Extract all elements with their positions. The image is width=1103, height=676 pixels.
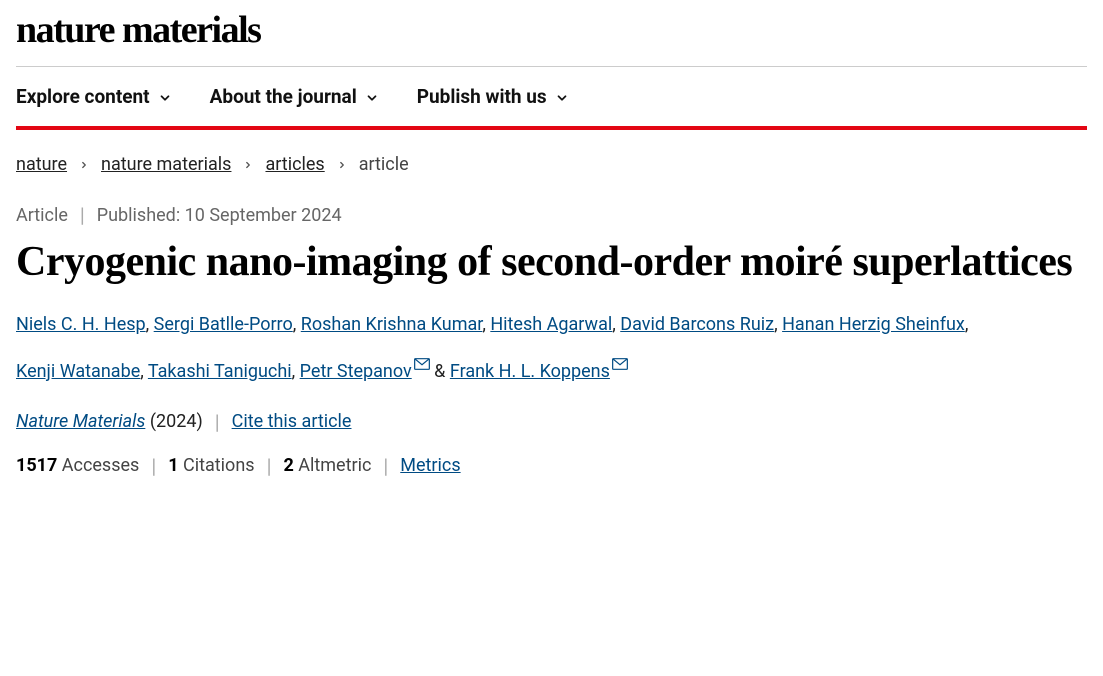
mail-icon[interactable]: [414, 345, 430, 385]
author-link[interactable]: Hitesh Agarwal: [490, 314, 612, 335]
article-meta: Article | Published: 10 September 2024: [16, 203, 1087, 233]
breadcrumb-link[interactable]: nature materials: [101, 154, 231, 175]
nav-item[interactable]: About the journal: [210, 85, 377, 108]
author-link[interactable]: Kenji Watanabe: [16, 361, 140, 382]
author-link[interactable]: Frank H. L. Koppens: [450, 361, 610, 382]
breadcrumb-current: article: [359, 154, 409, 175]
chevron-right-icon: [79, 158, 89, 172]
breadcrumb: nature nature materials articles article: [16, 130, 1087, 203]
altmetric-count: 2: [283, 455, 293, 476]
author-link[interactable]: David Barcons Ruiz: [620, 314, 774, 335]
separator: |: [215, 410, 220, 434]
chevron-right-icon: [243, 158, 253, 172]
citations-label: Citations: [183, 455, 255, 476]
cite-article-link[interactable]: Cite this article: [232, 411, 352, 432]
separator: ,: [140, 361, 148, 382]
publication-year: (2024): [150, 411, 203, 432]
separator: |: [80, 203, 85, 227]
nav-bar: Explore content About the journal Publish …: [16, 66, 1087, 130]
author-link[interactable]: Sergi Batlle-Porro: [154, 314, 293, 335]
article-type-label: Article: [16, 205, 68, 226]
citations-count: 1: [168, 455, 178, 476]
nav-item[interactable]: Publish with us: [417, 85, 567, 108]
journal-logo[interactable]: nature materials: [16, 0, 1087, 66]
nav-item-label: Explore content: [16, 85, 150, 108]
author-link[interactable]: Niels C. H. Hesp: [16, 314, 146, 335]
accesses-count: 1517: [16, 455, 57, 476]
author-list: Niels C. H. Hesp, Sergi Batlle-Porro, Ro…: [16, 305, 1086, 409]
breadcrumb-link[interactable]: nature: [16, 154, 67, 175]
article-title: Cryogenic nano-imaging of second-order m…: [16, 233, 1076, 305]
journal-link[interactable]: Nature Materials: [16, 411, 145, 432]
citation-line: Nature Materials (2024) | Cite this arti…: [16, 410, 1087, 454]
author-link[interactable]: Petr Stepanov: [300, 361, 412, 382]
metrics-link[interactable]: Metrics: [400, 455, 460, 476]
separator: ,: [965, 314, 969, 335]
published-date: Published: 10 September 2024: [97, 205, 342, 226]
chevron-right-icon: [337, 158, 347, 172]
separator: ,: [292, 361, 300, 382]
author-link[interactable]: Hanan Herzig Sheinfux: [782, 314, 965, 335]
separator: |: [267, 454, 272, 478]
separator: &: [430, 361, 450, 382]
separator: |: [383, 454, 388, 478]
mail-icon[interactable]: [612, 345, 628, 385]
metrics-line: 1517 Accesses | 1 Citations | 2 Altmetri…: [16, 454, 1087, 498]
separator: |: [151, 454, 156, 478]
nav-item-label: About the journal: [210, 85, 357, 108]
altmetric-label: Altmetric: [298, 455, 371, 476]
breadcrumb-link[interactable]: articles: [265, 154, 324, 175]
author-link[interactable]: Roshan Krishna Kumar: [301, 314, 483, 335]
nav-item-label: Publish with us: [417, 85, 547, 108]
chevron-down-icon: [365, 91, 377, 103]
chevron-down-icon: [555, 91, 567, 103]
chevron-down-icon: [158, 91, 170, 103]
author-link[interactable]: Takashi Taniguchi: [148, 361, 292, 382]
separator: ,: [293, 314, 301, 335]
separator: ,: [774, 314, 782, 335]
separator: ,: [146, 314, 154, 335]
accesses-label: Accesses: [62, 455, 140, 476]
nav-item[interactable]: Explore content: [16, 85, 170, 108]
